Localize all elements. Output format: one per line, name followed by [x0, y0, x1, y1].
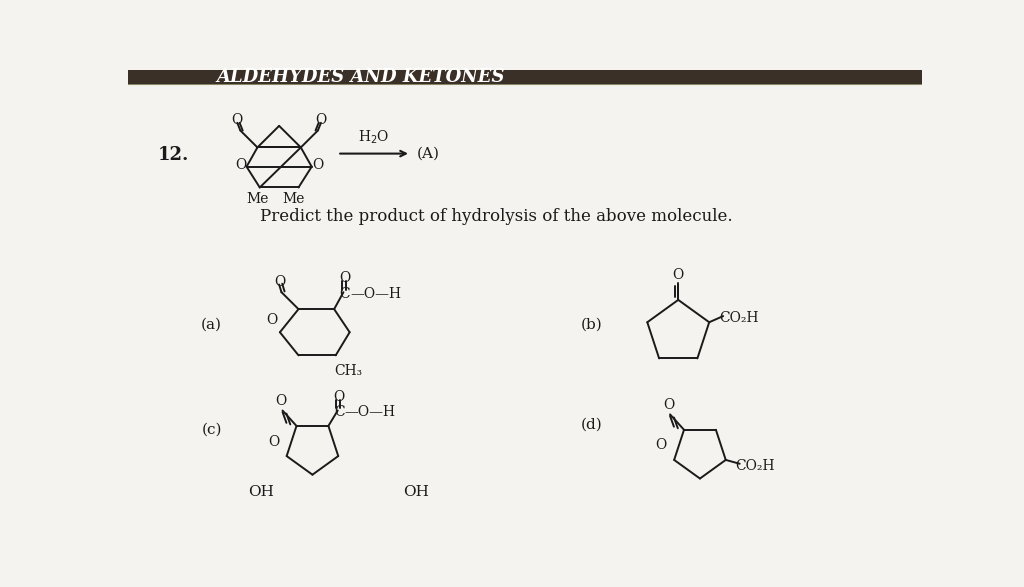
Text: Me: Me — [282, 192, 304, 206]
Text: (A): (A) — [417, 147, 439, 161]
Text: OH: OH — [249, 485, 274, 500]
Text: H$_2$O: H$_2$O — [358, 129, 390, 146]
Bar — [128, 70, 922, 85]
Text: O: O — [274, 275, 286, 289]
Text: O: O — [231, 113, 243, 127]
Text: (d): (d) — [581, 417, 602, 431]
Text: (c): (c) — [202, 423, 222, 437]
Text: —O—H: —O—H — [350, 286, 401, 301]
Text: C: C — [334, 405, 344, 419]
Text: O: O — [275, 394, 287, 409]
Text: O: O — [234, 158, 246, 172]
Text: 12.: 12. — [158, 146, 188, 164]
Text: CH₃: CH₃ — [334, 364, 362, 378]
Text: OH: OH — [403, 485, 429, 500]
Text: C: C — [340, 286, 350, 301]
Text: O: O — [673, 268, 684, 282]
Text: O: O — [315, 113, 327, 127]
Text: CO₂H: CO₂H — [719, 311, 759, 325]
Text: (b): (b) — [581, 318, 602, 332]
Text: ALDEHYDES AND KETONES: ALDEHYDES AND KETONES — [216, 68, 505, 86]
Text: O: O — [655, 438, 667, 453]
Text: (a): (a) — [201, 318, 222, 332]
Text: O: O — [339, 271, 350, 285]
Text: O: O — [312, 158, 324, 172]
Text: Predict the product of hydrolysis of the above molecule.: Predict the product of hydrolysis of the… — [260, 208, 732, 225]
Text: CO₂H: CO₂H — [735, 459, 775, 473]
Text: O: O — [663, 398, 674, 412]
Text: O: O — [334, 390, 345, 404]
Text: O: O — [268, 434, 280, 448]
Text: Me: Me — [246, 192, 268, 206]
Text: —O—H: —O—H — [345, 405, 395, 419]
Text: O: O — [266, 313, 278, 327]
